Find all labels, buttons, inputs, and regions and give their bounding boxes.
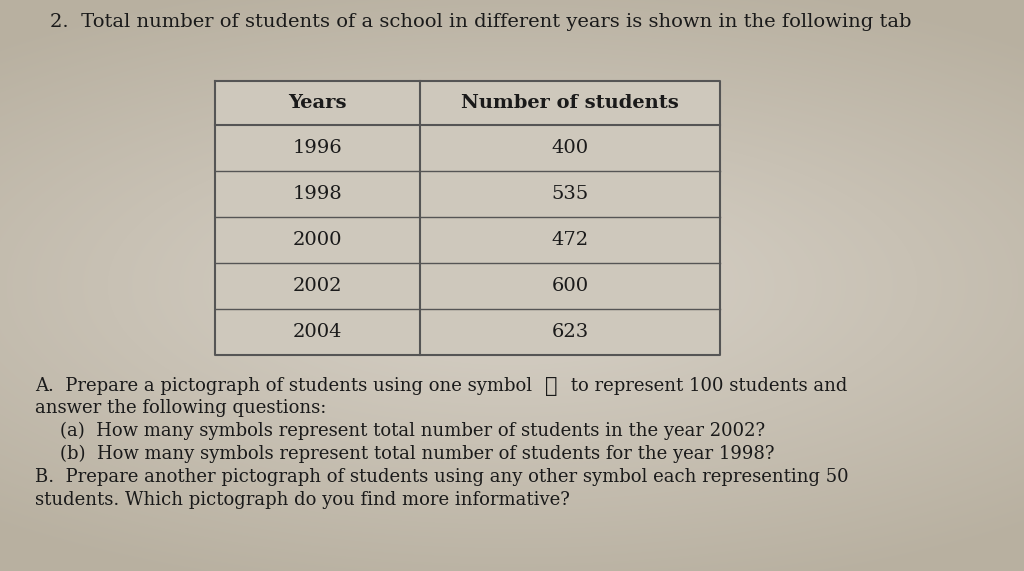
Text: 535: 535	[551, 185, 589, 203]
Text: A.  Prepare a pictograph of students using one symbol: A. Prepare a pictograph of students usin…	[35, 377, 538, 395]
Text: 2004: 2004	[293, 323, 342, 341]
Text: students. Which pictograph do you find more informative?: students. Which pictograph do you find m…	[35, 491, 570, 509]
Text: 472: 472	[552, 231, 589, 249]
Text: 400: 400	[552, 139, 589, 157]
Text: 1996: 1996	[293, 139, 342, 157]
Text: Number of students: Number of students	[461, 94, 679, 112]
Text: 2002: 2002	[293, 277, 342, 295]
Text: 2.  Total number of students of a school in different years is shown in the foll: 2. Total number of students of a school …	[50, 13, 911, 31]
Text: 623: 623	[551, 323, 589, 341]
Text: B.  Prepare another pictograph of students using any other symbol each represent: B. Prepare another pictograph of student…	[35, 468, 849, 486]
Text: ⛹: ⛹	[545, 376, 557, 396]
Text: Years: Years	[288, 94, 347, 112]
Text: 2000: 2000	[293, 231, 342, 249]
Text: to represent 100 students and: to represent 100 students and	[565, 377, 848, 395]
Bar	[215, 81, 720, 355]
Text: (a)  How many symbols represent total number of students in the year 2002?: (a) How many symbols represent total num…	[60, 422, 765, 440]
Text: answer the following questions:: answer the following questions:	[35, 399, 327, 417]
Text: 600: 600	[552, 277, 589, 295]
Text: 1998: 1998	[293, 185, 342, 203]
Text: (b)  How many symbols represent total number of students for the year 1998?: (b) How many symbols represent total num…	[60, 445, 774, 463]
